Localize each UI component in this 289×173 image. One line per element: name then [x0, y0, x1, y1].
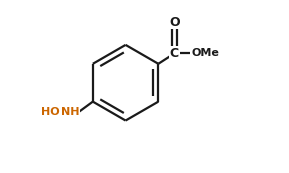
- Text: HO: HO: [41, 107, 60, 117]
- Text: O: O: [169, 16, 180, 29]
- Text: NH: NH: [61, 107, 79, 117]
- Text: OMe: OMe: [191, 48, 219, 58]
- Text: C: C: [170, 47, 179, 60]
